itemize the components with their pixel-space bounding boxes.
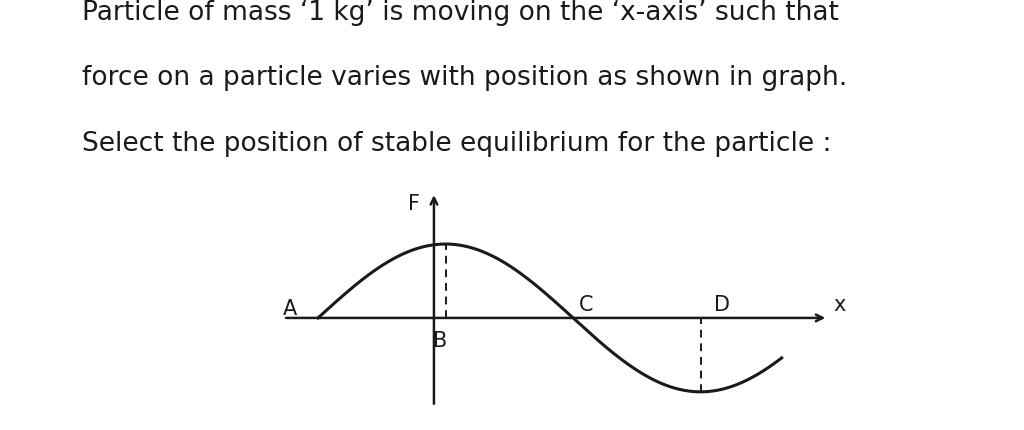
Text: F: F <box>408 194 420 214</box>
Text: x: x <box>834 295 846 315</box>
Text: A: A <box>283 299 297 319</box>
Text: Particle of mass ‘1 kg’ is moving on the ‘x-axis’ such that: Particle of mass ‘1 kg’ is moving on the… <box>82 0 839 26</box>
Text: D: D <box>715 295 730 315</box>
Text: B: B <box>432 331 446 351</box>
Text: Select the position of stable equilibrium for the particle :: Select the position of stable equilibriu… <box>82 131 831 157</box>
Text: force on a particle varies with position as shown in graph.: force on a particle varies with position… <box>82 65 847 91</box>
Text: C: C <box>579 295 593 315</box>
